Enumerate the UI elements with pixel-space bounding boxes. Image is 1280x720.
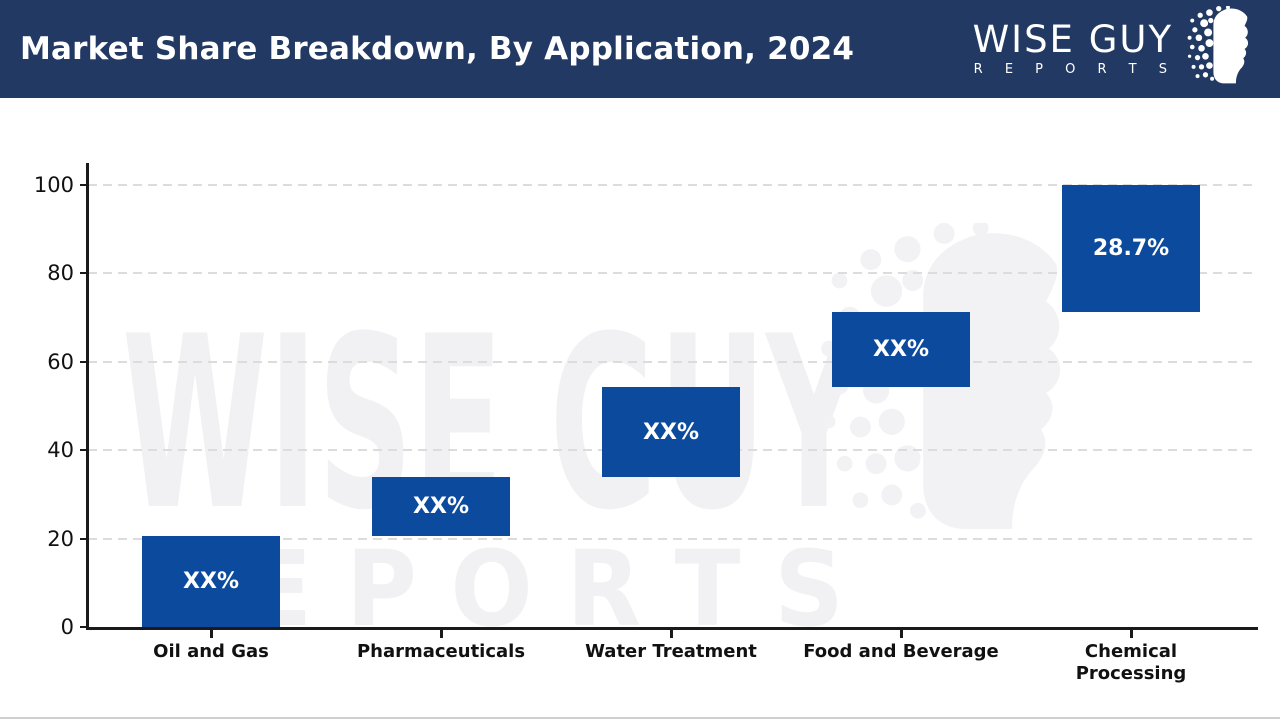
bar-value-label: XX% <box>413 494 469 520</box>
x-tick <box>900 630 903 638</box>
y-tick-label: 60 <box>47 349 74 374</box>
bar-value-label: 28.7% <box>1092 235 1170 261</box>
x-category-label: Food and Beverage <box>803 641 999 662</box>
x-category-label: Oil and Gas <box>153 641 269 662</box>
y-tick <box>80 184 88 186</box>
bar-oil-and-gas: XX% <box>142 536 280 627</box>
bar-food-and-beverage: XX% <box>832 311 970 388</box>
logo-subtext: R E P O R T S <box>973 62 1176 77</box>
bar-chemical-processing: 28.7% <box>1062 185 1200 312</box>
gridline <box>88 272 1256 275</box>
x-category-label: Pharmaceuticals <box>356 641 526 662</box>
bottom-border <box>0 717 1280 719</box>
bar-value-label: XX% <box>873 337 929 363</box>
x-category-label: Chemical Processing <box>1075 641 1187 684</box>
x-tick <box>210 630 213 638</box>
wise-guy-logo: WISE GUY R E P O R T S <box>970 6 1280 92</box>
y-tick-label: 80 <box>47 261 74 286</box>
y-tick-label: 20 <box>47 526 74 551</box>
x-tick <box>1130 630 1133 638</box>
logo-head-icon <box>1187 6 1249 84</box>
logo-wordmark: WISE GUY <box>972 18 1174 61</box>
header-bar: Market Share Breakdown, By Application, … <box>0 0 1280 98</box>
y-tick <box>80 626 88 628</box>
bar-water-treatment: XX% <box>602 387 740 477</box>
y-tick <box>80 537 88 540</box>
bar-value-label: XX% <box>643 419 699 445</box>
y-tick-label: 100 <box>33 173 74 197</box>
chart-area: WISE GUY R E P O R T S 0 20 40 60 80 100 XX% XX… <box>0 98 1280 720</box>
y-tick <box>80 360 88 363</box>
page-title: Market Share Breakdown, By Application, … <box>20 31 855 67</box>
y-tick-label: 40 <box>47 438 74 463</box>
x-category-label: Water Treatment <box>585 641 757 662</box>
y-tick <box>80 272 88 275</box>
y-axis <box>86 162 89 630</box>
x-tick <box>670 630 673 638</box>
bar-pharmaceuticals: XX% <box>372 476 510 537</box>
bar-value-label: XX% <box>183 569 239 595</box>
y-tick-label: 0 <box>60 615 74 639</box>
x-tick <box>440 630 443 638</box>
gridline <box>88 184 1256 186</box>
x-axis <box>86 627 1258 630</box>
y-tick <box>80 449 88 452</box>
gridline <box>88 360 1256 363</box>
gridline <box>88 537 1256 540</box>
